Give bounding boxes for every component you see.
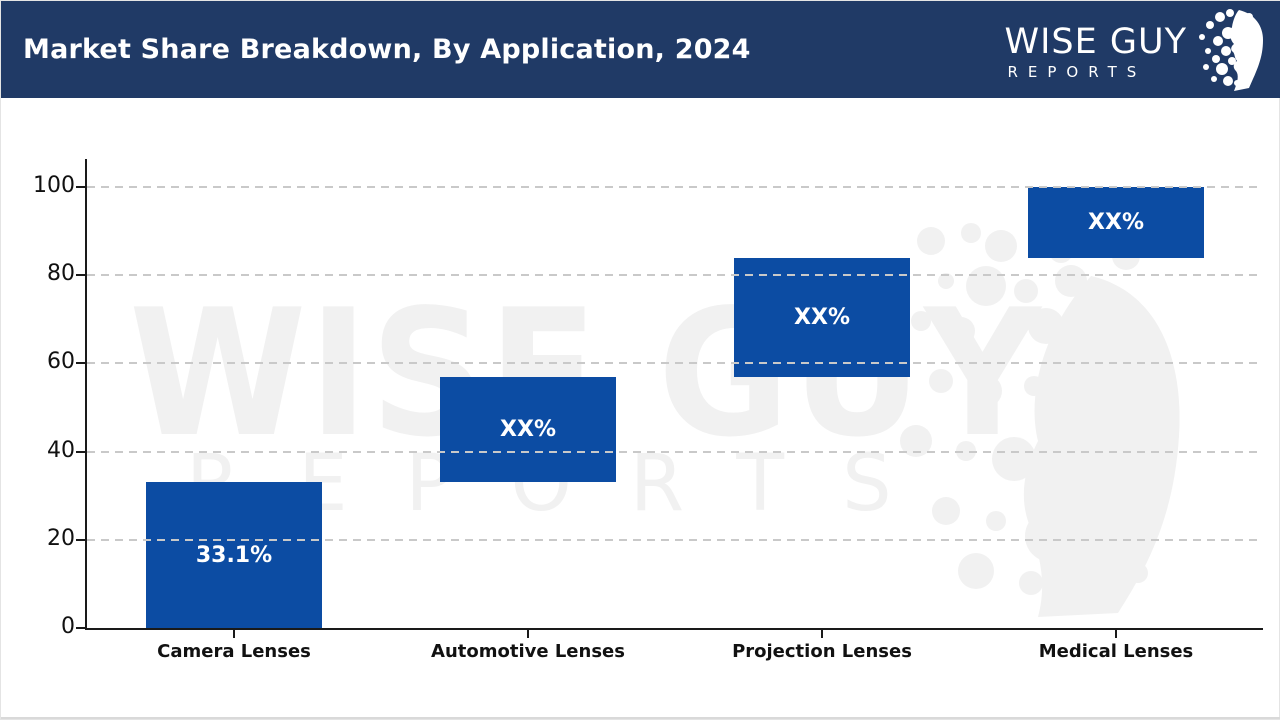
y-tick-mark	[76, 186, 85, 188]
y-tick-mark	[76, 450, 85, 453]
logo-subtitle: REPORTS	[1007, 63, 1147, 82]
x-tick-mark	[527, 630, 529, 638]
y-tick-label: 80	[47, 261, 75, 287]
bar: XX%	[734, 257, 910, 377]
wiseguy-logo: WISE GUY REPORTS	[1004, 7, 1267, 97]
x-axis-line	[85, 628, 1263, 630]
y-tick-mark	[76, 362, 85, 365]
category-label: Automotive Lenses	[431, 641, 625, 662]
logo-title: WISE GUY	[1004, 21, 1187, 62]
watermark-head-icon	[886, 221, 1186, 625]
y-tick-mark	[76, 538, 85, 541]
y-tick-label: 20	[47, 525, 75, 551]
y-tick-mark	[76, 274, 85, 277]
y-tick-label: 40	[47, 437, 75, 463]
y-tick-mark	[76, 627, 85, 629]
x-tick-mark	[233, 630, 235, 638]
wiseguy-head-icon	[1193, 7, 1267, 97]
bar-value-label: XX%	[500, 416, 556, 442]
y-tick-label: 0	[61, 614, 75, 639]
gridline	[87, 538, 1263, 541]
gridline	[87, 450, 1263, 453]
y-tick-label: 60	[47, 349, 75, 375]
category-label: Camera Lenses	[157, 641, 311, 662]
bar-value-label: XX%	[1088, 209, 1144, 235]
bar-value-label: XX%	[794, 304, 850, 330]
bar: XX%	[440, 376, 616, 483]
category-label: Medical Lenses	[1038, 641, 1194, 662]
page-title: Market Share Breakdown, By Application, …	[23, 34, 751, 65]
gridline	[87, 186, 1263, 188]
x-tick-mark	[1115, 630, 1117, 638]
bar: XX%	[1028, 187, 1204, 258]
gridline	[87, 274, 1263, 277]
category-label: Projection Lenses	[732, 641, 912, 662]
bar-value-label: 33.1%	[195, 542, 273, 568]
x-tick-mark	[821, 630, 823, 638]
header: Market Share Breakdown, By Application, …	[1, 1, 1280, 98]
y-tick-label: 100	[33, 173, 75, 198]
y-axis-line	[85, 159, 87, 630]
bar: 33.1%	[146, 482, 322, 628]
gridline	[87, 362, 1263, 365]
bottom-rule	[1, 717, 1280, 719]
